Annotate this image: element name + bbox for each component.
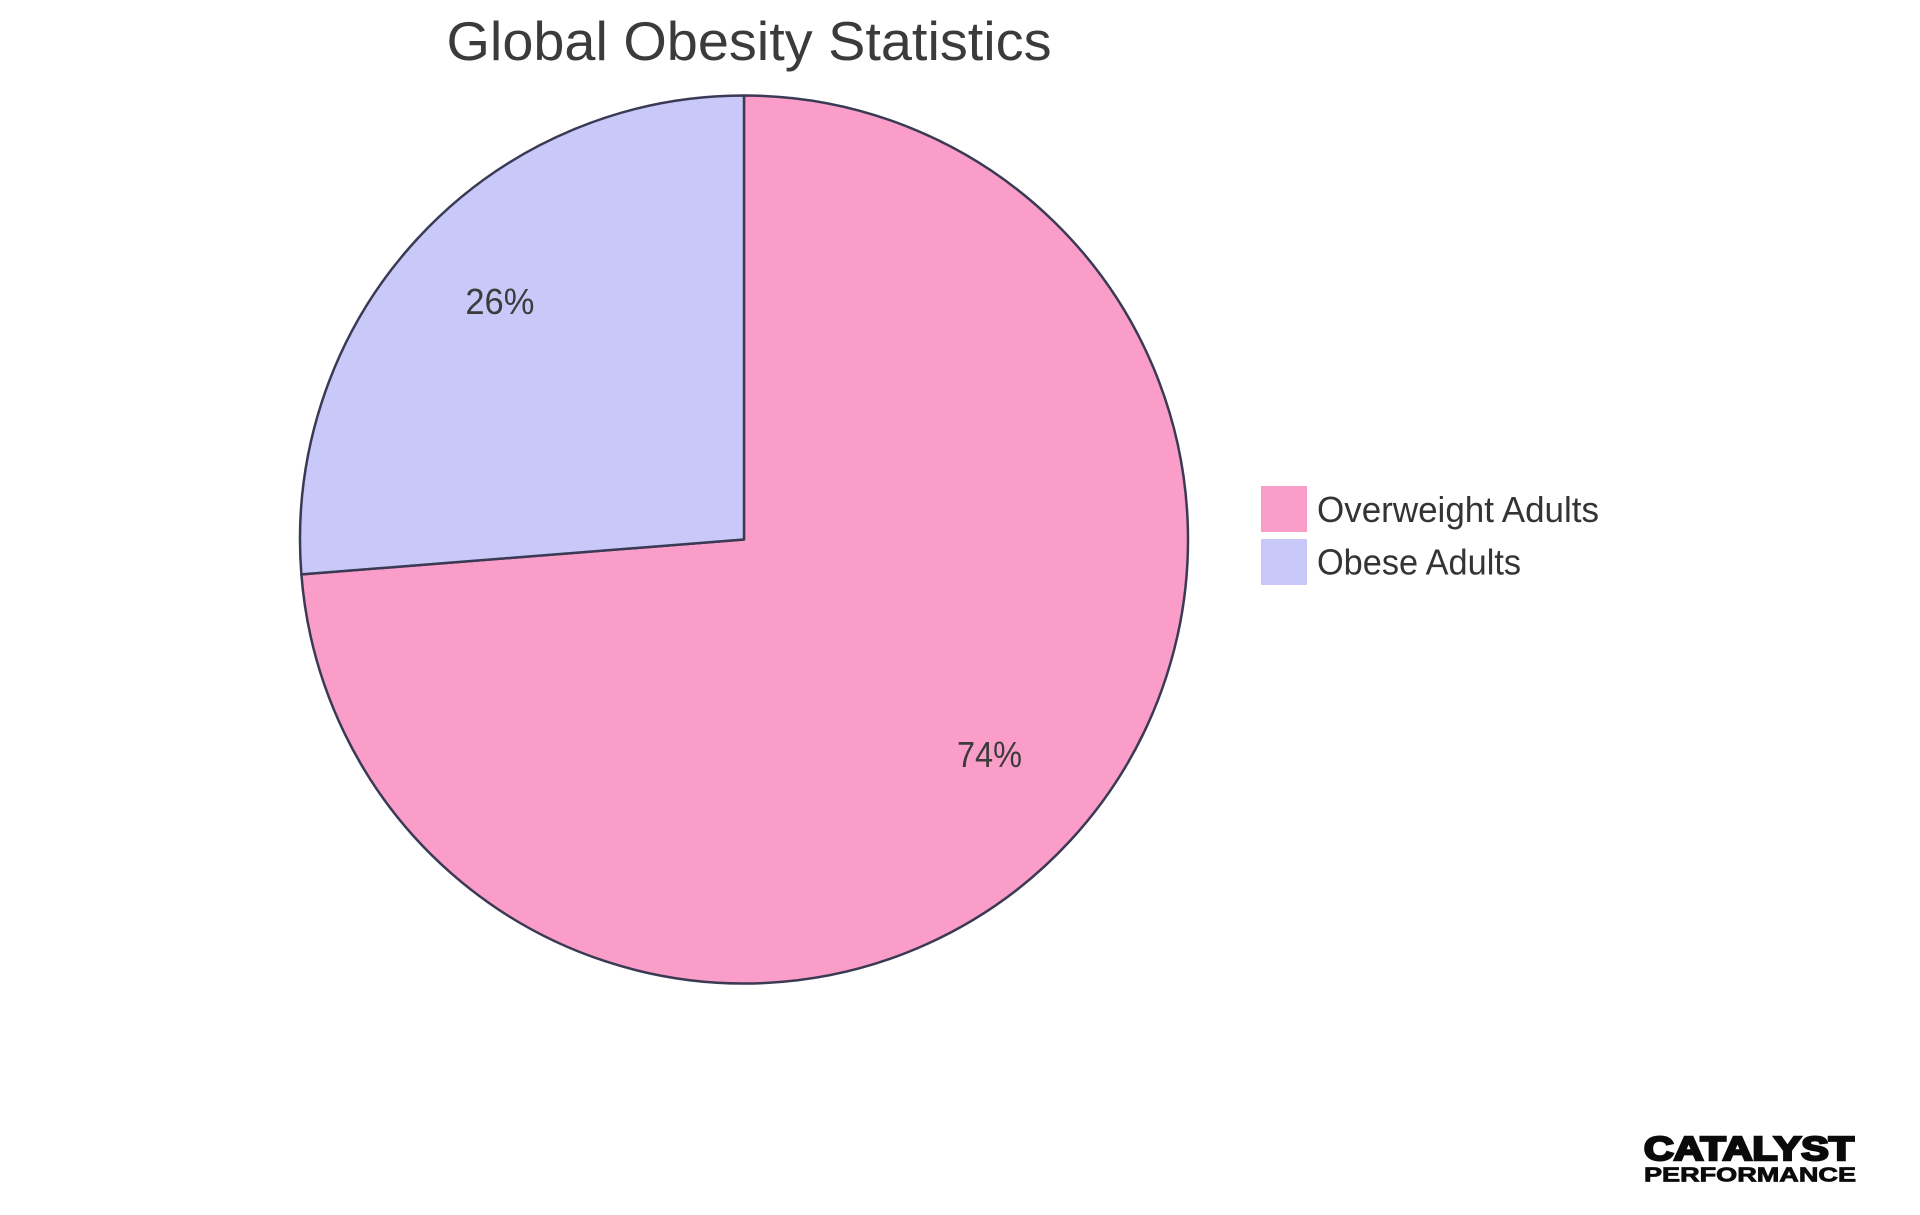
svg-text:26%: 26%: [465, 281, 534, 322]
svg-text:Overweight Adults: Overweight Adults: [1317, 489, 1599, 530]
svg-text:Global Obesity Statistics: Global Obesity Statistics: [447, 11, 1052, 72]
svg-text:CATALYST: CATALYST: [1644, 1130, 1854, 1167]
svg-text:74%: 74%: [957, 734, 1022, 775]
svg-text:Obese Adults: Obese Adults: [1317, 542, 1521, 583]
svg-text:PERFORMANCE: PERFORMANCE: [1644, 1164, 1856, 1187]
